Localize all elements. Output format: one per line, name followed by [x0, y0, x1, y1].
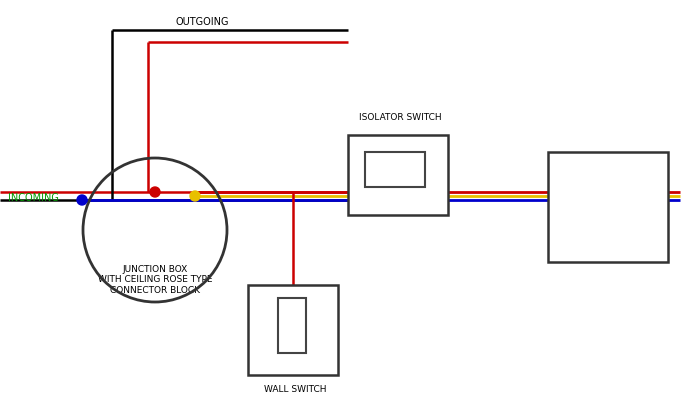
Bar: [365, 152, 425, 187]
Circle shape: [190, 191, 200, 201]
Circle shape: [150, 187, 160, 197]
Text: OUTGOING: OUTGOING: [175, 17, 228, 27]
Bar: [248, 285, 338, 375]
Circle shape: [77, 195, 87, 205]
Bar: [548, 152, 668, 262]
Text: JUNCTION BOX
WITH CEILING ROSE TYPE
CONNECTOR BLOCK: JUNCTION BOX WITH CEILING ROSE TYPE CONN…: [98, 265, 212, 295]
Bar: [348, 135, 448, 215]
Text: ISOLATOR SWITCH: ISOLATOR SWITCH: [358, 113, 441, 122]
Text: INCOMING: INCOMING: [8, 193, 59, 203]
Text: WALL SWITCH: WALL SWITCH: [264, 385, 326, 394]
Bar: [278, 298, 306, 353]
Text: FAN: FAN: [598, 191, 622, 204]
